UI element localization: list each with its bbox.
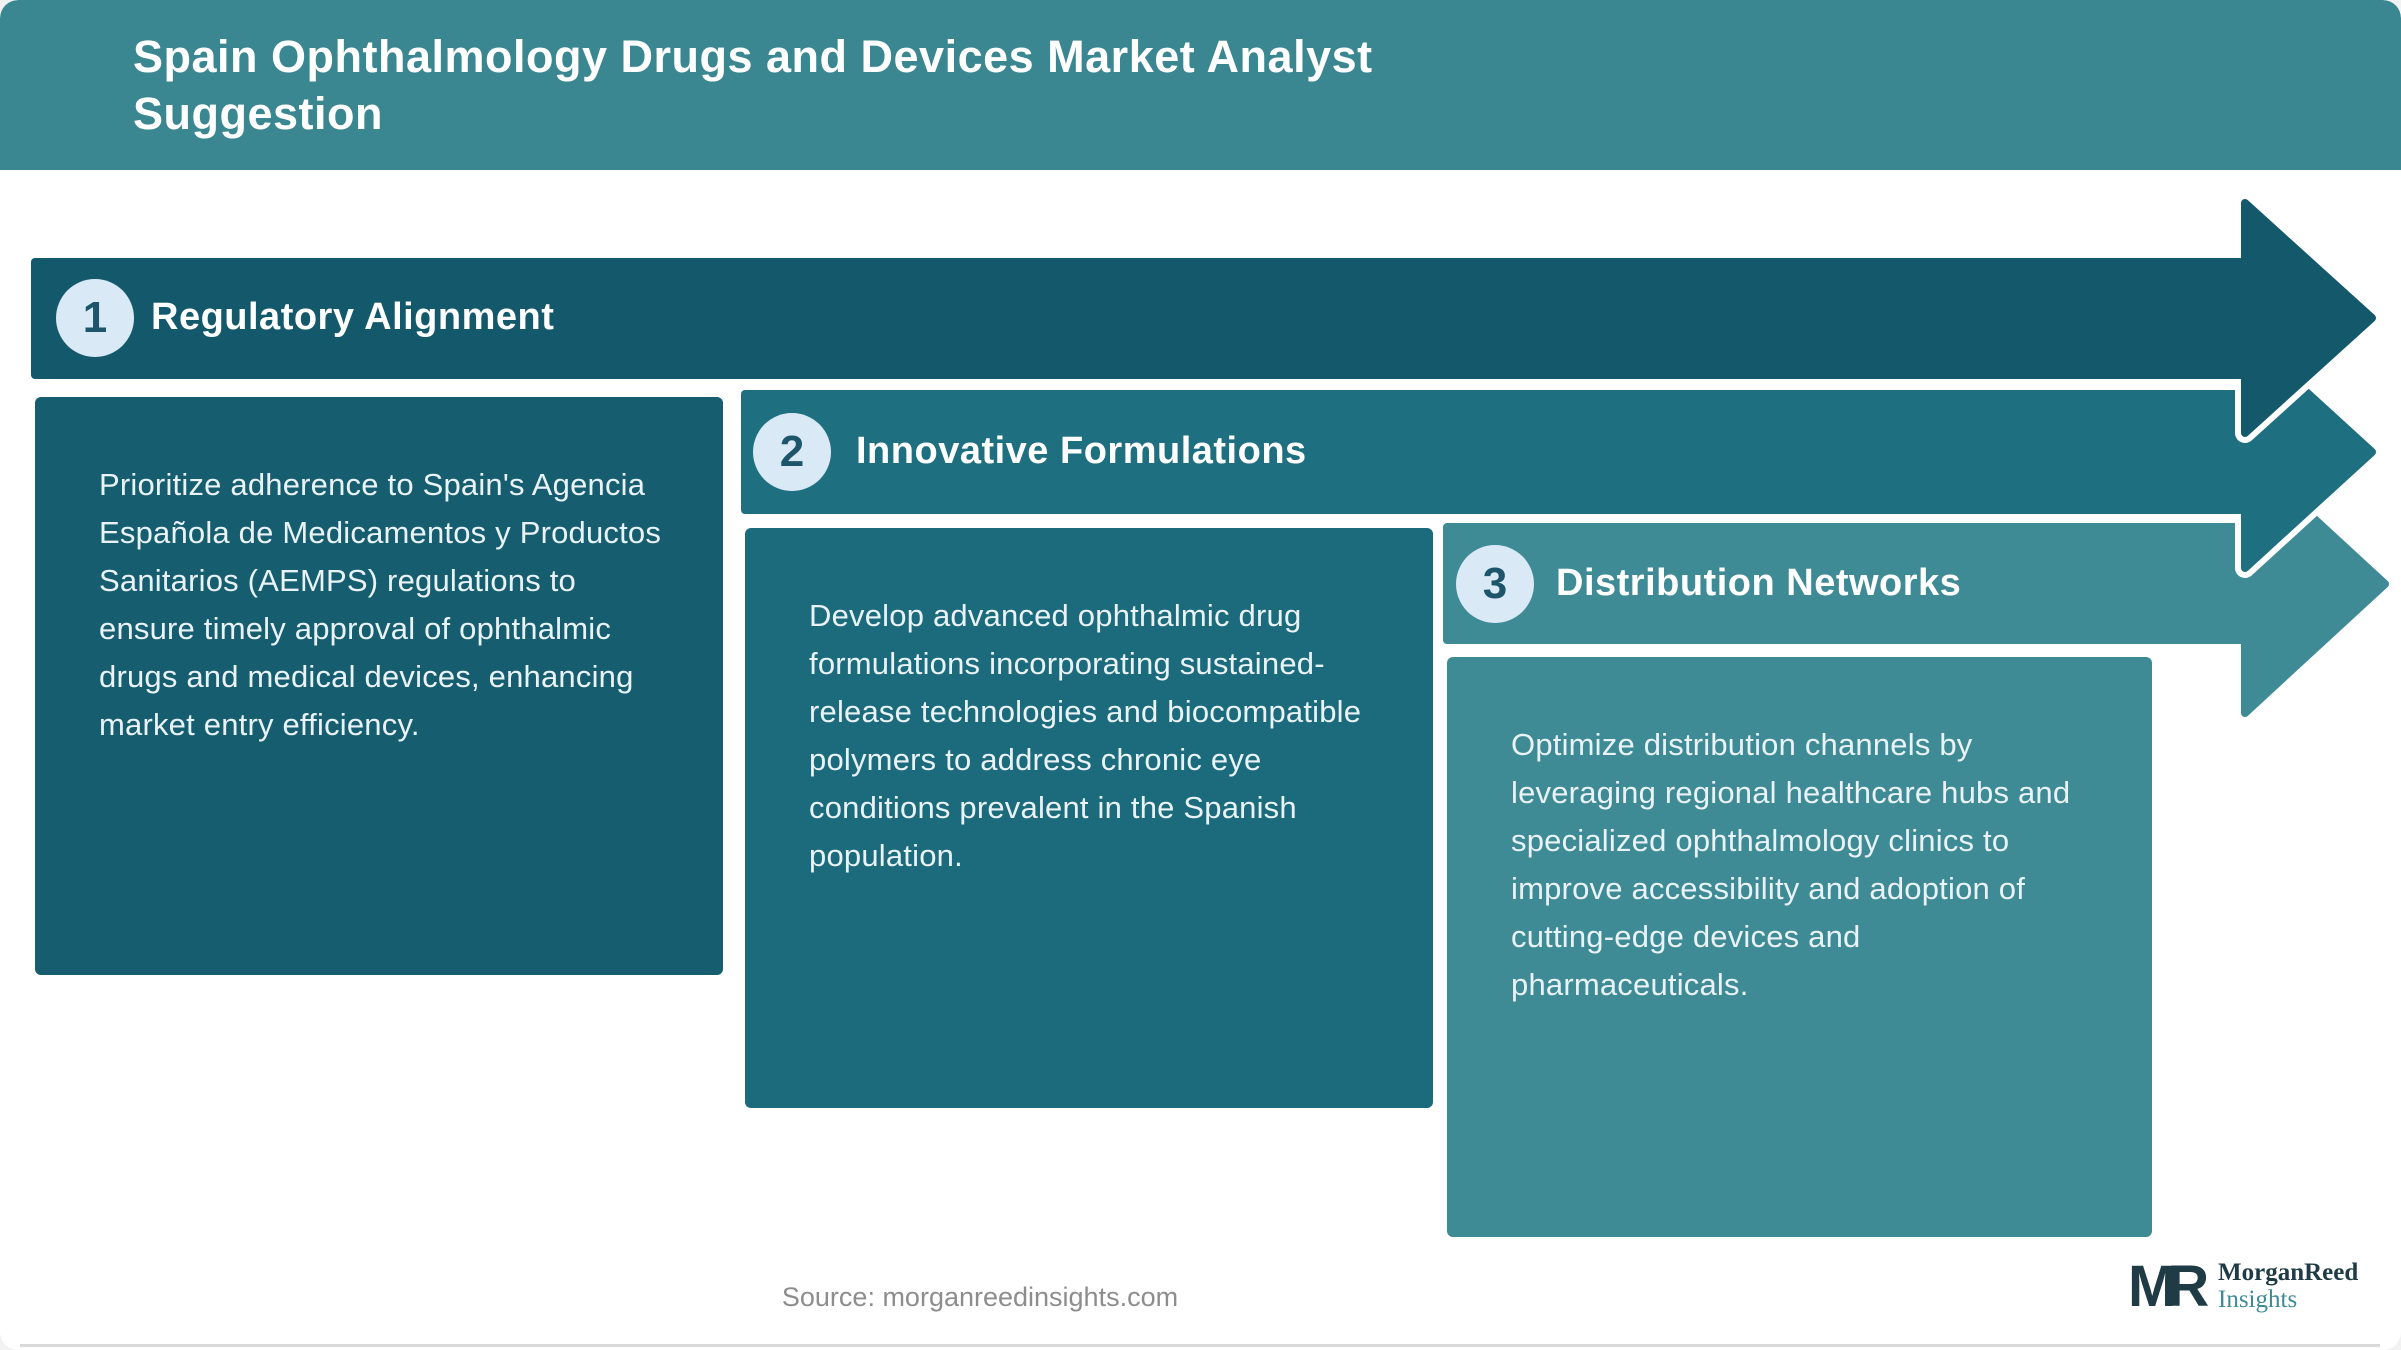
- step-3-number: 3: [1482, 559, 1508, 608]
- page-title: Spain Ophthalmology Drugs and Devices Ma…: [133, 30, 1373, 139]
- step-3-description: Optimize distribution channels by levera…: [1511, 727, 2071, 1003]
- step-1-number: 1: [82, 293, 108, 342]
- bottom-divider-line: [20, 1344, 2380, 1347]
- source-attribution: Source: morganreedinsights.com: [781, 1282, 1179, 1312]
- step-3-title: Distribution Networks: [1556, 562, 1962, 604]
- step-2-number: 2: [779, 427, 805, 476]
- step-1-description-box: Prioritize adherence to Spain's Agencia …: [35, 397, 723, 975]
- step-2-description: Develop advanced ophthalmic drug formula…: [809, 598, 1362, 874]
- step-2-description-box: Develop advanced ophthalmic drug formula…: [745, 528, 1433, 1108]
- logo-tagline: Insights: [2218, 1286, 2298, 1313]
- monogram-text: MR: [2128, 1258, 2208, 1314]
- morganreed-logo: MR MorganReed Insights: [2128, 1258, 2358, 1314]
- step-1-description: Prioritize adherence to Spain's Agencia …: [99, 467, 662, 743]
- header-banner: Spain Ophthalmology Drugs and Devices Ma…: [0, 0, 2401, 170]
- step-2-number-badge: 2: [753, 413, 831, 491]
- morganreed-monogram-icon: MR: [2128, 1258, 2210, 1314]
- step-2-title: Innovative Formulations: [856, 430, 1307, 472]
- step-3-description-box: Optimize distribution channels by levera…: [1447, 657, 2152, 1237]
- logo-company-name: MorganReed: [2218, 1259, 2359, 1286]
- step-1-number-badge: 1: [56, 279, 134, 357]
- step-3-number-badge: 3: [1456, 545, 1534, 623]
- logo-wordmark: MorganReed Insights: [2218, 1259, 2358, 1313]
- step-1-title: Regulatory Alignment: [151, 296, 555, 338]
